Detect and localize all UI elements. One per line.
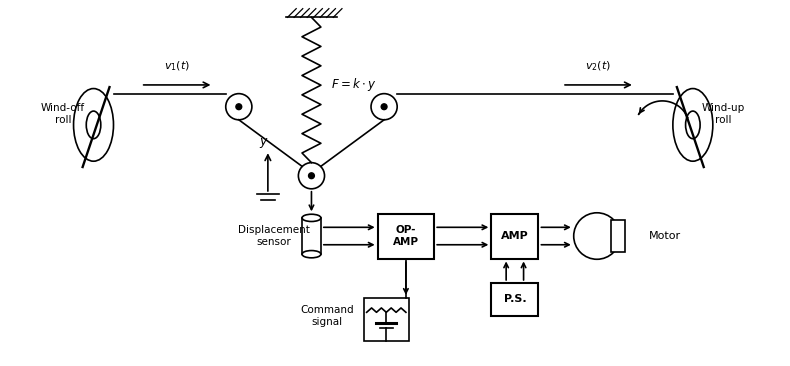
- Circle shape: [236, 104, 242, 110]
- Text: Wind-up
roll: Wind-up roll: [702, 103, 745, 125]
- Circle shape: [382, 104, 387, 110]
- Bar: [363, 298, 408, 341]
- Circle shape: [309, 173, 314, 179]
- Bar: [302, 218, 321, 254]
- Text: $v_1(t)$: $v_1(t)$: [164, 59, 190, 72]
- Text: $y$: $y$: [259, 135, 269, 150]
- Ellipse shape: [302, 214, 321, 221]
- Bar: [491, 283, 539, 315]
- Text: $v_2(t)$: $v_2(t)$: [585, 59, 611, 72]
- Text: P.S.: P.S.: [503, 294, 526, 304]
- Bar: [491, 213, 539, 258]
- Text: OP-
AMP: OP- AMP: [393, 225, 419, 247]
- Text: $F = k \cdot y$: $F = k \cdot y$: [331, 76, 377, 93]
- Text: Command
signal: Command signal: [300, 305, 354, 327]
- Bar: [378, 213, 435, 258]
- Ellipse shape: [302, 251, 321, 258]
- Text: Motor: Motor: [649, 231, 682, 241]
- Text: Wind-off
roll: Wind-off roll: [41, 103, 85, 125]
- Text: Displacement
sensor: Displacement sensor: [238, 225, 310, 247]
- Text: AMP: AMP: [501, 231, 529, 241]
- Circle shape: [574, 213, 620, 259]
- Bar: [611, 220, 625, 252]
